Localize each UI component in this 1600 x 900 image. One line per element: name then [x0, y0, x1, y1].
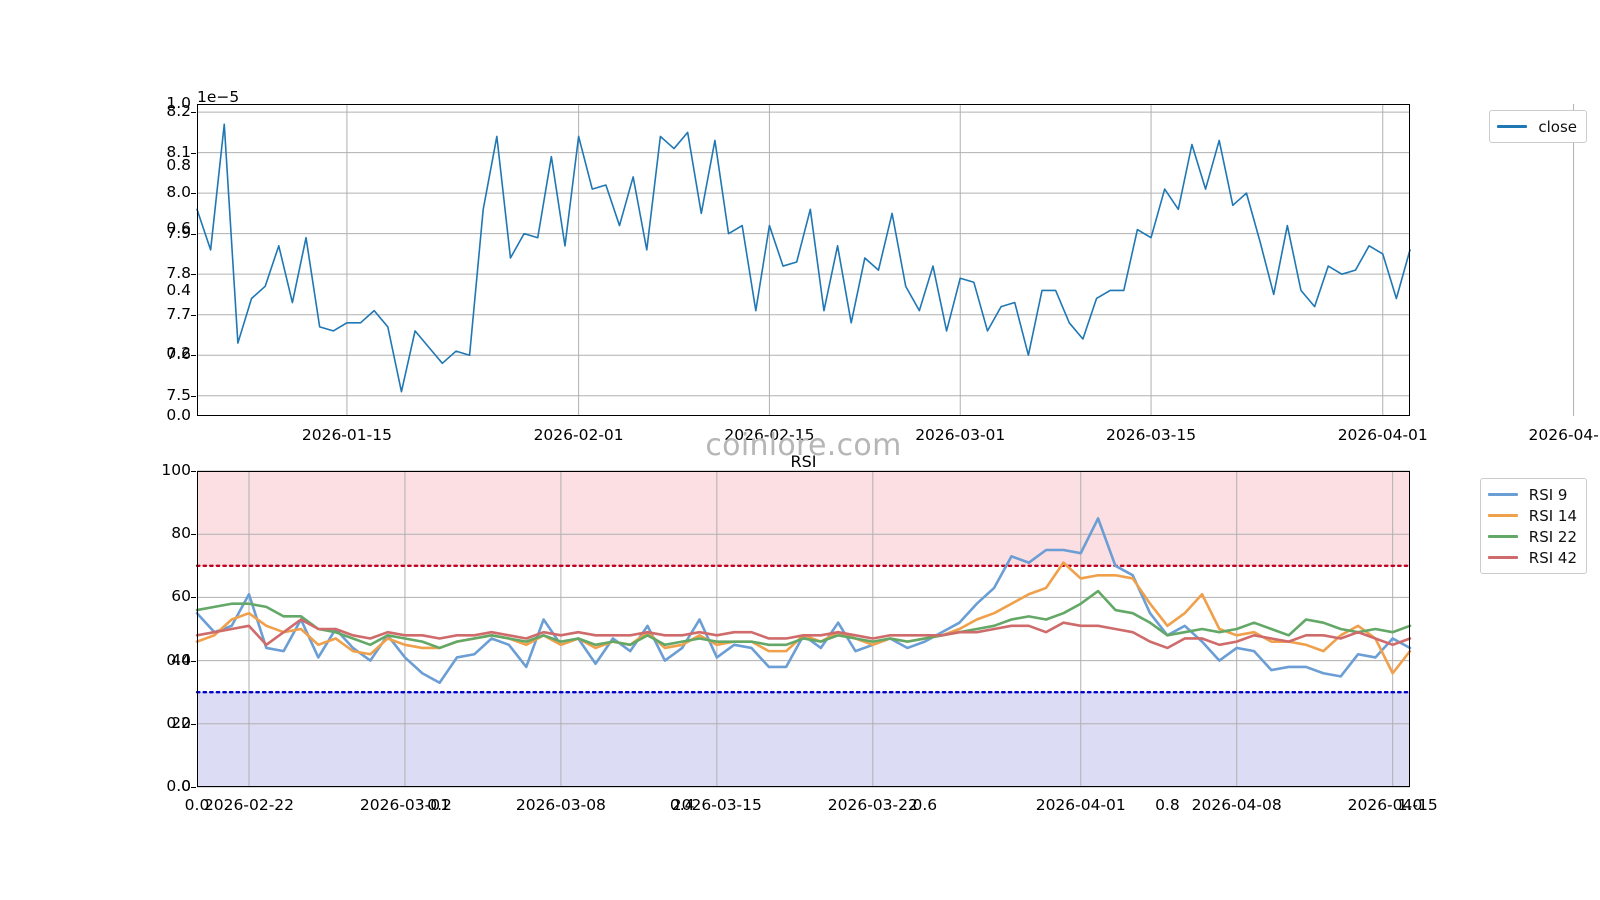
price-y-tick-label: 8.1 [166, 142, 191, 161]
price-y-tick-label: 7.7 [166, 304, 191, 323]
price-y-tick-label: 7.9 [166, 223, 191, 242]
legend-item-rsi-22[interactable]: RSI 22 [1487, 526, 1577, 547]
price-line-chart [197, 104, 1410, 416]
price-x-tick-label: 2026-03-01 [915, 426, 1006, 444]
legend-item-label: RSI 22 [1528, 527, 1577, 546]
rsi-x-tick-label-secondary: 0.0 [184, 796, 210, 814]
rsi-y-tick-mark [191, 534, 196, 536]
rsi-y-tick-label: 40 [171, 650, 191, 669]
rsi-x-tick-label-secondary: 1.0 [1397, 796, 1423, 814]
rsi-x-tick-label: 2026-03-15 [671, 796, 762, 814]
price-x-tick-label: 2026-04-15 [1528, 426, 1600, 444]
rsi-y-tick-label: 20 [171, 713, 191, 732]
price-legend: close [1489, 110, 1587, 143]
rsi-plot-frame [197, 471, 1410, 787]
price-y-tick-label-secondary: 0.2 [166, 343, 191, 362]
price-plot-frame [197, 104, 1410, 416]
rsi-line-chart [197, 471, 1410, 787]
price-y-tick-label: 7.6 [166, 345, 191, 364]
legend-color-swatch [1487, 493, 1518, 496]
legend-item-close[interactable]: close [1497, 116, 1577, 137]
price-y-tick-mark [191, 355, 196, 357]
price-x-tick-label: 2026-02-01 [533, 426, 624, 444]
legend-item-rsi-42[interactable]: RSI 42 [1487, 547, 1577, 568]
rsi-y-tick-mark [191, 597, 196, 599]
price-y-tick-label-secondary: 1.0 [166, 94, 191, 112]
legend-item-label: RSI 9 [1528, 485, 1568, 504]
legend-color-swatch [1497, 125, 1528, 128]
price-y-tick-mark [191, 152, 196, 154]
price-plot-area [197, 104, 1410, 416]
rsi-x-tick-label: 2026-04-01 [1035, 796, 1126, 814]
legend-item-rsi-9[interactable]: RSI 9 [1487, 484, 1577, 505]
rsi-y-tick-label: 0 [181, 777, 191, 795]
rsi-x-tick-label: 2026-02-22 [203, 796, 295, 814]
price-x-tick-label: 2026-04-01 [1337, 426, 1428, 444]
legend-color-swatch [1487, 556, 1518, 559]
rsi-y-tick-mark [191, 787, 196, 788]
rsi-x-tick-label-secondary: 0.4 [669, 796, 695, 814]
rsi-x-tick-label: 2026-03-01 [359, 796, 450, 814]
price-x-axis-labels: 2026-01-15 2026-02-01 2026-02-15 2026-03-01… [197, 422, 1600, 444]
rsi-x-tick-label: 2026-03-08 [515, 796, 606, 814]
rsi-y-tick-mark [191, 723, 196, 725]
rsi-y-tick-label-secondary: 0.4 [166, 650, 191, 669]
rsi-y-tick-mark [191, 471, 196, 472]
price-x-tick-label: 2026-02-15 [724, 426, 815, 444]
rsi-x-tick-label: 2026-04-15 [1347, 796, 1438, 814]
rsi-x-tick-label: 2026-04-08 [1191, 796, 1282, 814]
rsi-legend: RSI 9 RSI 14 RSI 22 RSI 42 [1479, 478, 1587, 574]
price-y-offset-label: 1e−5 [197, 88, 240, 106]
rsi-y-tick-label-secondary: 0.0 [166, 777, 191, 795]
price-y-tick-label: 8.0 [166, 183, 191, 202]
rsi-y-tick-mark [191, 660, 196, 662]
rsi-x-tick-label-secondary: 0.6 [912, 796, 938, 814]
rsi-y-axis-labels-secondary: 0.0 0.2 0.4 [145, 471, 191, 793]
legend-item-label: RSI 42 [1528, 548, 1577, 567]
rsi-y-tick-label: 80 [171, 524, 191, 543]
rsi-x-axis-labels-secondary: 0.0 0.2 0.4 0.6 0.8 1.0 [185, 792, 1423, 814]
rsi-x-tick-label-secondary: 0.2 [427, 796, 452, 814]
price-y-tick-mark [191, 314, 196, 316]
legend-item-rsi-14[interactable]: RSI 14 [1487, 505, 1577, 526]
rsi-y-axis-labels-primary: 0 20 40 60 80 100 [145, 462, 196, 794]
rsi-x-axis-labels: 2026-02-22 2026-03-01 2026-03-08 2026-03-15… [197, 792, 1438, 814]
price-y-tick-label-secondary: 0.4 [166, 281, 191, 300]
rsi-y-tick-label: 100 [161, 461, 191, 479]
legend-item-label: RSI 14 [1528, 506, 1577, 525]
price-y-tick-mark [191, 274, 196, 276]
price-y-tick-label-secondary: 0.0 [166, 406, 191, 424]
legend-color-swatch [1487, 514, 1518, 517]
rsi-x-tick-label: 2026-03-22 [827, 796, 918, 814]
rsi-plot-area [197, 471, 1410, 787]
legend-color-swatch [1487, 535, 1518, 538]
price-y-tick-label-secondary: 0.8 [166, 156, 191, 175]
price-y-tick-mark [191, 395, 196, 397]
price-x-tick-label: 2026-03-15 [1105, 426, 1197, 444]
rsi-title: RSI [790, 452, 817, 471]
rsi-y-tick-label: 60 [171, 587, 191, 606]
legend-item-label: close [1538, 117, 1577, 136]
price-y-tick-label: 7.8 [166, 264, 191, 283]
price-y-tick-label: 7.5 [166, 385, 191, 404]
price-y-axis-labels-secondary: 0.0 0.2 0.4 0.6 0.8 1.0 [145, 95, 191, 422]
price-y-tick-mark [191, 233, 196, 235]
rsi-y-tick-label-secondary: 0.2 [166, 713, 191, 732]
price-y-axis-labels-primary: 7.5 7.6 7.7 7.8 7.9 8.0 8.1 8.2 [145, 102, 196, 416]
rsi-x-tick-label-secondary: 0.8 [1155, 796, 1180, 814]
price-x-tick-label: 2026-01-15 [301, 426, 392, 444]
price-y-tick-mark [191, 112, 196, 114]
price-y-tick-label-secondary: 0.6 [166, 218, 191, 237]
price-y-tick-mark [191, 193, 196, 195]
price-y-tick-label: 8.2 [166, 102, 191, 121]
